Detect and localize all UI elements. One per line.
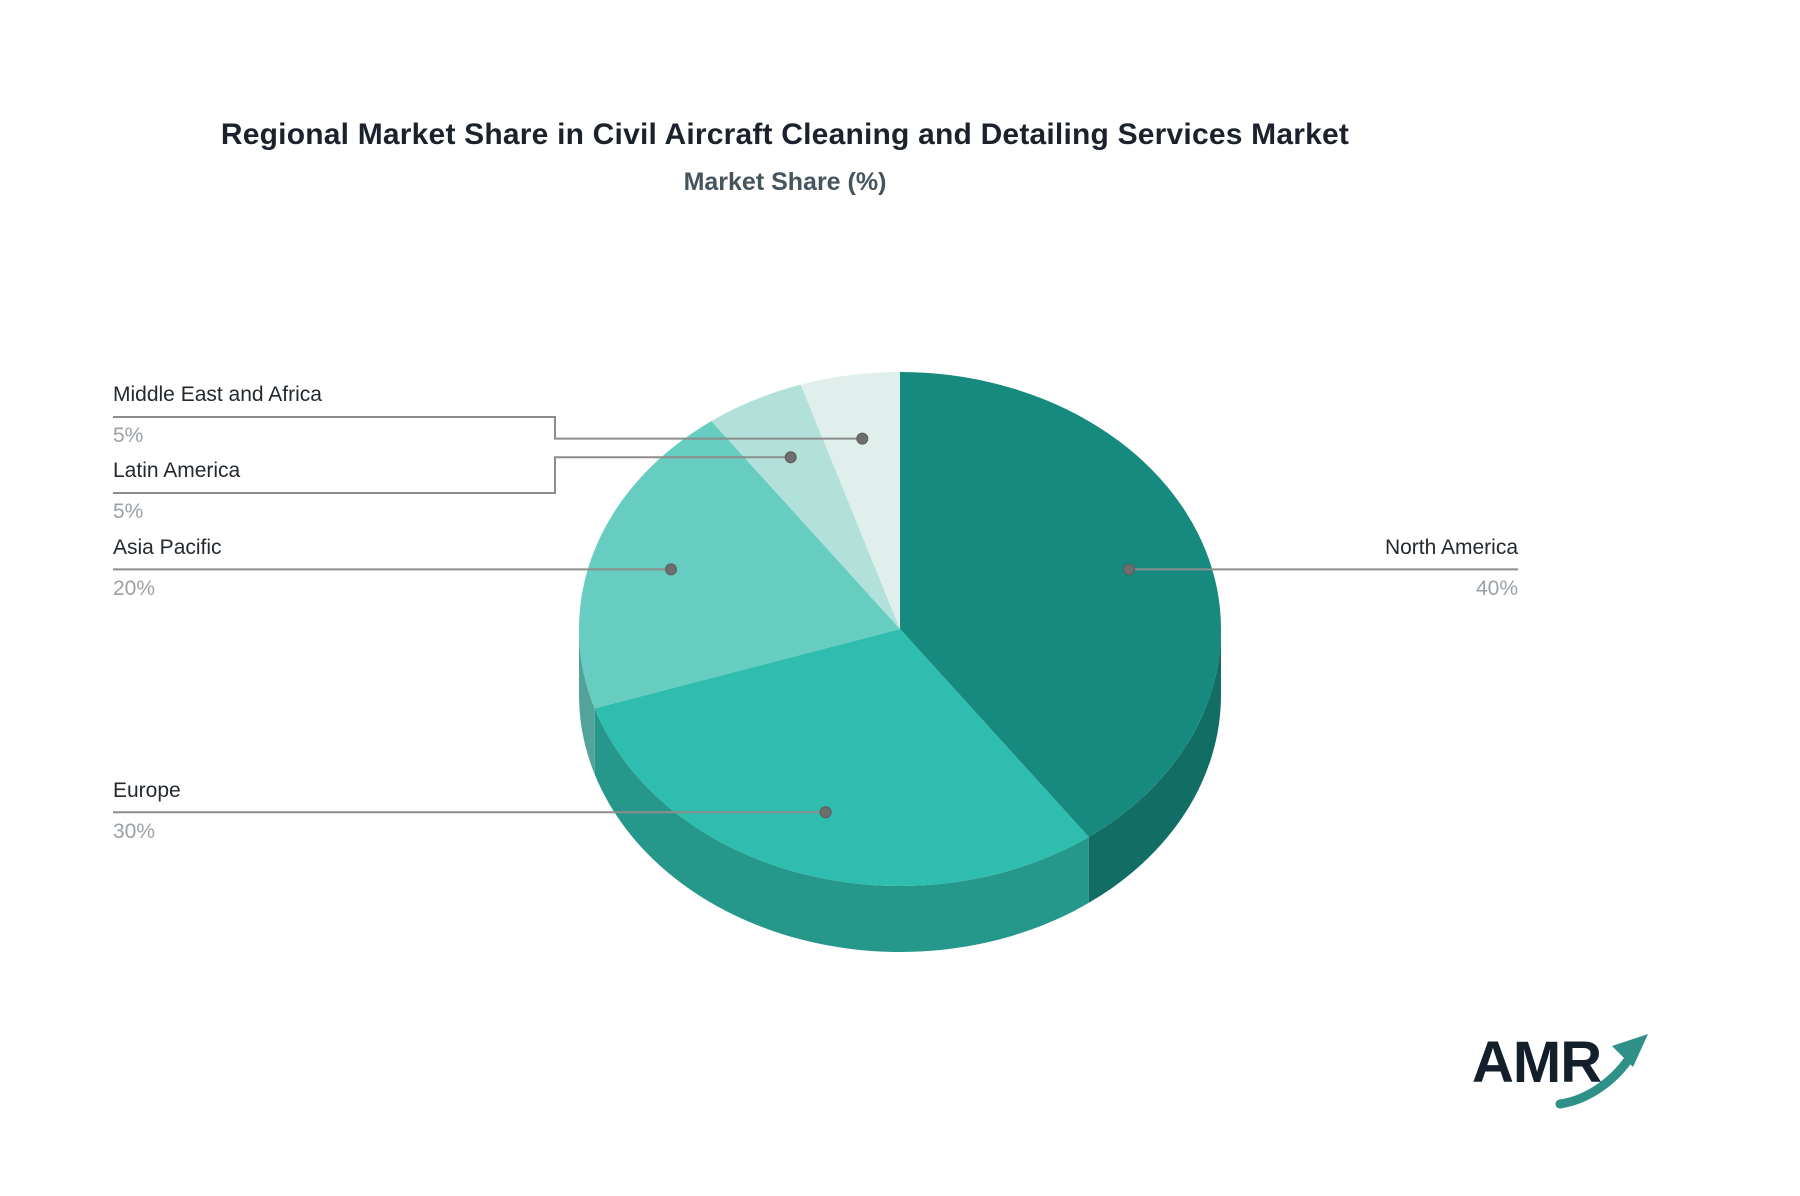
label-north-america: North America — [1384, 536, 1518, 559]
leader-dot-north-america — [1123, 563, 1135, 576]
label-asia-pacific: Asia Pacific — [113, 536, 222, 559]
value-asia-pacific: 20% — [113, 577, 156, 600]
pie-slice-europe — [594, 629, 1089, 886]
value-north-america: 40% — [1475, 577, 1518, 600]
value-europe: 30% — [113, 820, 156, 843]
leader-dot-middle-east-and-africa — [856, 432, 869, 445]
leader-line-middle-east-and-africa — [113, 416, 863, 440]
leader-line-latin-america — [113, 456, 791, 494]
chart-subtitle: Market Share (%) — [683, 168, 887, 196]
label-europe: Europe — [113, 779, 181, 802]
label-middle-east-and-africa: Middle East and Africa — [113, 383, 322, 406]
pie-side-asia-pacific — [579, 629, 595, 775]
pie-side-europe — [594, 708, 1089, 952]
pie-slice-asia-pacific — [579, 421, 900, 709]
pie-slice-latin-america — [711, 384, 900, 629]
amr-logo: AMR — [1472, 1030, 1602, 1095]
value-latin-america: 5% — [113, 500, 144, 523]
logo-arrow-icon — [1555, 1034, 1648, 1109]
pie-slice-north-america — [900, 372, 1222, 837]
value-middle-east-and-africa: 5% — [113, 424, 144, 447]
leader-dot-asia-pacific — [665, 563, 677, 576]
chart-title: Regional Market Share in Civil Aircraft … — [220, 118, 1350, 151]
leader-dot-latin-america — [784, 451, 797, 464]
pie-slice-middle-east-and-africa — [800, 372, 900, 629]
label-latin-america: Latin America — [113, 459, 241, 482]
leader-dot-europe — [819, 806, 832, 819]
pie-side-north-america — [1088, 629, 1221, 903]
